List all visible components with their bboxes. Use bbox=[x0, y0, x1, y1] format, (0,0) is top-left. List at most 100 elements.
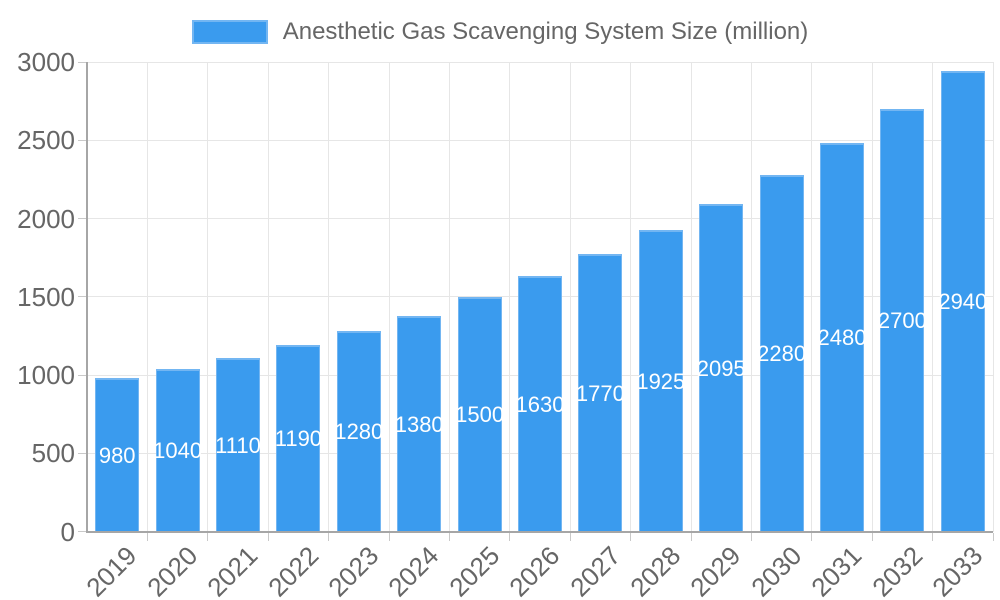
gridline-vertical bbox=[146, 62, 148, 532]
legend: Anesthetic Gas Scavenging System Size (m… bbox=[0, 18, 1000, 46]
y-tick-label: 1000 bbox=[17, 360, 75, 390]
gridline-vertical bbox=[509, 62, 511, 532]
x-tick-label: 2020 bbox=[141, 540, 204, 600]
bar-2024[interactable]: 1380 bbox=[394, 315, 444, 532]
legend-swatch bbox=[191, 20, 268, 44]
bar-value-label: 1500 bbox=[455, 402, 505, 428]
bar-2029[interactable]: 2095 bbox=[696, 203, 746, 532]
x-tick-label: 2024 bbox=[382, 540, 445, 600]
y-tick-label: 2500 bbox=[17, 125, 75, 156]
bar-2019[interactable]: 980 bbox=[95, 378, 140, 532]
x-axis-tick bbox=[932, 532, 934, 541]
gridline-vertical bbox=[328, 62, 330, 532]
gridline-vertical bbox=[267, 62, 269, 532]
x-axis-tick bbox=[750, 532, 752, 541]
bar-value-label: 1110 bbox=[215, 432, 261, 458]
bar-2028[interactable]: 1925 bbox=[636, 230, 686, 532]
gridline-horizontal bbox=[87, 61, 993, 63]
x-axis-tick bbox=[388, 532, 390, 541]
x-tick-label: 2022 bbox=[261, 540, 324, 600]
gridline-horizontal bbox=[87, 218, 993, 219]
bar-value-label: 1925 bbox=[636, 368, 686, 394]
bar-value-label: 1630 bbox=[515, 391, 565, 417]
y-axis-tick bbox=[78, 296, 87, 298]
y-tick-label: 0 bbox=[60, 516, 75, 547]
gridline-vertical bbox=[569, 62, 571, 532]
x-axis-tick bbox=[207, 532, 209, 541]
bar-value-label: 2940 bbox=[938, 289, 988, 315]
bar-value-label: 2280 bbox=[757, 341, 807, 367]
bar-value-label: 1380 bbox=[394, 411, 444, 437]
gridline-vertical bbox=[750, 62, 752, 532]
gridline-horizontal bbox=[87, 139, 993, 141]
x-tick-label: 2026 bbox=[503, 540, 566, 600]
y-axis-tick bbox=[78, 452, 87, 454]
y-axis-tick bbox=[78, 139, 87, 141]
x-tick-label: 2031 bbox=[805, 540, 868, 600]
x-tick-label: 2028 bbox=[624, 540, 687, 600]
gridline-vertical bbox=[932, 62, 934, 532]
gridline-vertical bbox=[811, 62, 813, 532]
y-tick-label: 2000 bbox=[17, 203, 75, 234]
y-axis-line bbox=[86, 62, 88, 533]
bar-2026[interactable]: 1630 bbox=[515, 276, 565, 532]
x-axis-tick bbox=[328, 532, 330, 541]
x-tick-label: 2021 bbox=[201, 540, 264, 600]
bar-value-label: 1190 bbox=[274, 426, 323, 452]
bar-2033[interactable]: 2940 bbox=[938, 71, 988, 532]
legend-item[interactable]: Anesthetic Gas Scavenging System Size (m… bbox=[191, 18, 809, 46]
bar-value-label: 2700 bbox=[877, 308, 927, 334]
x-axis-tick bbox=[509, 532, 511, 541]
bar-2023[interactable]: 1280 bbox=[334, 331, 384, 532]
x-axis-tick bbox=[871, 532, 873, 541]
gridline-vertical bbox=[448, 62, 450, 532]
y-axis-tick bbox=[78, 218, 87, 219]
bar-value-label: 1770 bbox=[575, 380, 625, 406]
bar-2022[interactable]: 1190 bbox=[274, 345, 323, 532]
bar-value-label: 980 bbox=[98, 442, 136, 468]
x-tick-label: 2033 bbox=[926, 540, 989, 600]
bar-2032[interactable]: 2700 bbox=[877, 108, 927, 532]
y-tick-label: 1500 bbox=[17, 281, 75, 312]
x-axis-line bbox=[87, 530, 993, 533]
bar-2025[interactable]: 1500 bbox=[455, 296, 505, 532]
y-axis-tick bbox=[78, 374, 87, 376]
x-axis-tick bbox=[630, 532, 632, 541]
y-axis-tick bbox=[78, 531, 87, 532]
x-axis-tick bbox=[690, 532, 692, 541]
x-tick-label: 2030 bbox=[745, 540, 808, 600]
x-axis-tick bbox=[267, 532, 269, 541]
x-axis-tick bbox=[569, 532, 571, 541]
gridline-vertical bbox=[871, 62, 873, 532]
bar-value-label: 2095 bbox=[696, 355, 746, 381]
gridline-vertical bbox=[630, 62, 632, 532]
x-tick-label: 2025 bbox=[443, 540, 506, 600]
y-tick-label: 500 bbox=[31, 438, 75, 469]
gridline-vertical bbox=[690, 62, 692, 532]
x-tick-label: 2023 bbox=[322, 540, 385, 600]
bar-2021[interactable]: 1110 bbox=[215, 357, 261, 532]
x-tick-label: 2032 bbox=[865, 540, 928, 600]
bar-2031[interactable]: 2480 bbox=[817, 143, 867, 532]
bar-value-label: 1040 bbox=[153, 438, 203, 464]
x-axis-tick bbox=[448, 532, 450, 541]
x-axis-tick bbox=[992, 532, 994, 541]
legend-label: Anesthetic Gas Scavenging System Size (m… bbox=[282, 18, 809, 45]
gridline-vertical bbox=[992, 62, 994, 532]
y-axis-tick bbox=[78, 61, 87, 63]
x-tick-label: 2027 bbox=[563, 540, 626, 600]
x-axis-tick bbox=[146, 532, 148, 541]
x-tick-label: 2019 bbox=[80, 540, 143, 600]
bar-value-label: 1280 bbox=[334, 419, 384, 445]
y-tick-label: 3000 bbox=[17, 47, 75, 77]
bar-2030[interactable]: 2280 bbox=[757, 174, 807, 532]
bar-2027[interactable]: 1770 bbox=[575, 254, 625, 532]
gridline-vertical bbox=[207, 62, 209, 532]
x-tick-label: 2029 bbox=[684, 540, 747, 600]
gridline-vertical bbox=[388, 62, 390, 532]
bar-value-label: 2480 bbox=[817, 325, 867, 351]
x-axis-tick bbox=[811, 532, 813, 541]
bar-2020[interactable]: 1040 bbox=[153, 368, 203, 532]
